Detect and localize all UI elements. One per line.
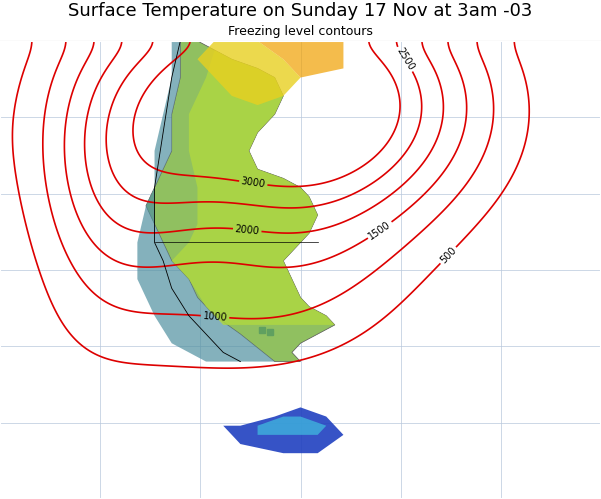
Polygon shape xyxy=(258,417,326,435)
Polygon shape xyxy=(198,41,300,105)
Text: 2000: 2000 xyxy=(234,224,260,236)
Polygon shape xyxy=(223,407,343,453)
Text: 1500: 1500 xyxy=(367,219,393,242)
Text: 1000: 1000 xyxy=(203,311,228,323)
Polygon shape xyxy=(172,50,335,325)
Text: 3000: 3000 xyxy=(240,177,266,190)
Polygon shape xyxy=(258,41,343,77)
Polygon shape xyxy=(146,41,335,362)
Text: 500: 500 xyxy=(438,245,458,265)
Polygon shape xyxy=(138,41,275,362)
Text: 2500: 2500 xyxy=(394,46,416,72)
Text: Surface Temperature on Sunday 17 Nov at 3am -03: Surface Temperature on Sunday 17 Nov at … xyxy=(69,2,532,20)
Text: Freezing level contours: Freezing level contours xyxy=(228,25,373,38)
